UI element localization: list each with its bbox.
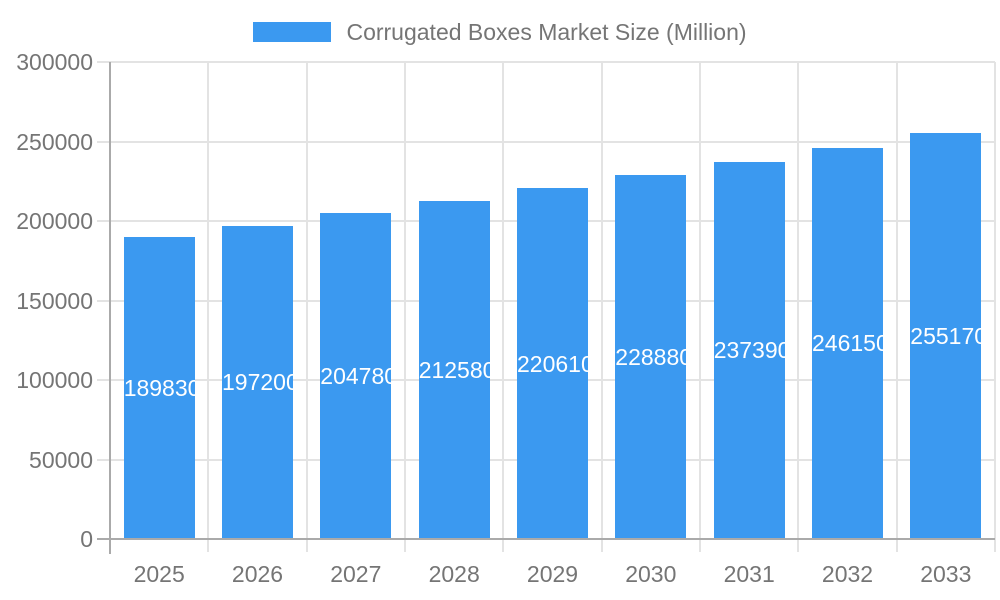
legend-label: Corrugated Boxes Market Size (Million) [346, 19, 747, 45]
x-axis-tick-label: 2028 [428, 561, 480, 587]
gridline-horizontal [97, 140, 995, 143]
bar[interactable]: 212580 [418, 201, 490, 539]
bar-value-label: 237390 [713, 337, 785, 364]
y-axis-tick-label: 100000 [16, 367, 93, 393]
gridline-vertical [207, 62, 210, 552]
bar[interactable]: 246150 [812, 147, 883, 539]
gridline-vertical [502, 62, 505, 552]
bar[interactable]: 255170 [910, 133, 982, 539]
bar-value-label: 204780 [320, 363, 392, 390]
legend[interactable]: Corrugated Boxes Market Size (Million) [0, 18, 1000, 46]
gridline-vertical [305, 62, 308, 552]
bar-value-label: 189830 [123, 375, 195, 402]
bar[interactable]: 220610 [517, 188, 588, 539]
bar[interactable]: 189830 [123, 237, 195, 539]
bar[interactable]: 237390 [713, 161, 785, 539]
x-axis-tick-label: 2026 [231, 561, 284, 587]
bar[interactable]: 197200 [222, 225, 293, 539]
gridline-vertical [600, 62, 603, 552]
x-axis-tick-label: 2033 [920, 561, 972, 587]
x-axis-tick-label: 2029 [526, 561, 579, 587]
bar[interactable]: 204780 [320, 213, 392, 539]
bar-value-label: 220610 [517, 350, 588, 377]
y-axis-tick-label: 250000 [16, 128, 93, 155]
gridline-vertical [797, 62, 800, 552]
x-axis-tick-label: 2027 [330, 561, 382, 587]
x-axis-line [97, 538, 995, 540]
x-axis-tick-label: 2025 [133, 561, 185, 587]
bar[interactable]: 228880 [615, 175, 687, 539]
bar-value-label: 255170 [910, 323, 982, 350]
bar-value-label: 212580 [418, 357, 490, 383]
bar-value-label: 228880 [615, 344, 687, 371]
y-axis-tick-label: 200000 [16, 208, 93, 234]
y-axis-tick-label: 300000 [16, 49, 93, 75]
bar-value-label: 197200 [222, 369, 293, 396]
x-axis-tick-label: 2030 [625, 561, 677, 587]
gridline-vertical [895, 62, 898, 552]
gridline-vertical [404, 62, 406, 552]
bar-value-label: 246150 [812, 330, 883, 357]
x-axis-tick-label: 2032 [821, 561, 874, 587]
gridline-vertical [994, 62, 996, 552]
gridline-horizontal [97, 61, 995, 63]
gridline-vertical [699, 62, 701, 552]
y-axis-line [109, 62, 111, 554]
y-axis-tick-label: 50000 [29, 446, 93, 473]
y-axis-tick-label: 150000 [16, 287, 93, 314]
y-axis-tick-label: 0 [80, 526, 93, 552]
x-axis-tick-label: 2031 [723, 561, 775, 587]
legend-swatch [253, 22, 332, 42]
